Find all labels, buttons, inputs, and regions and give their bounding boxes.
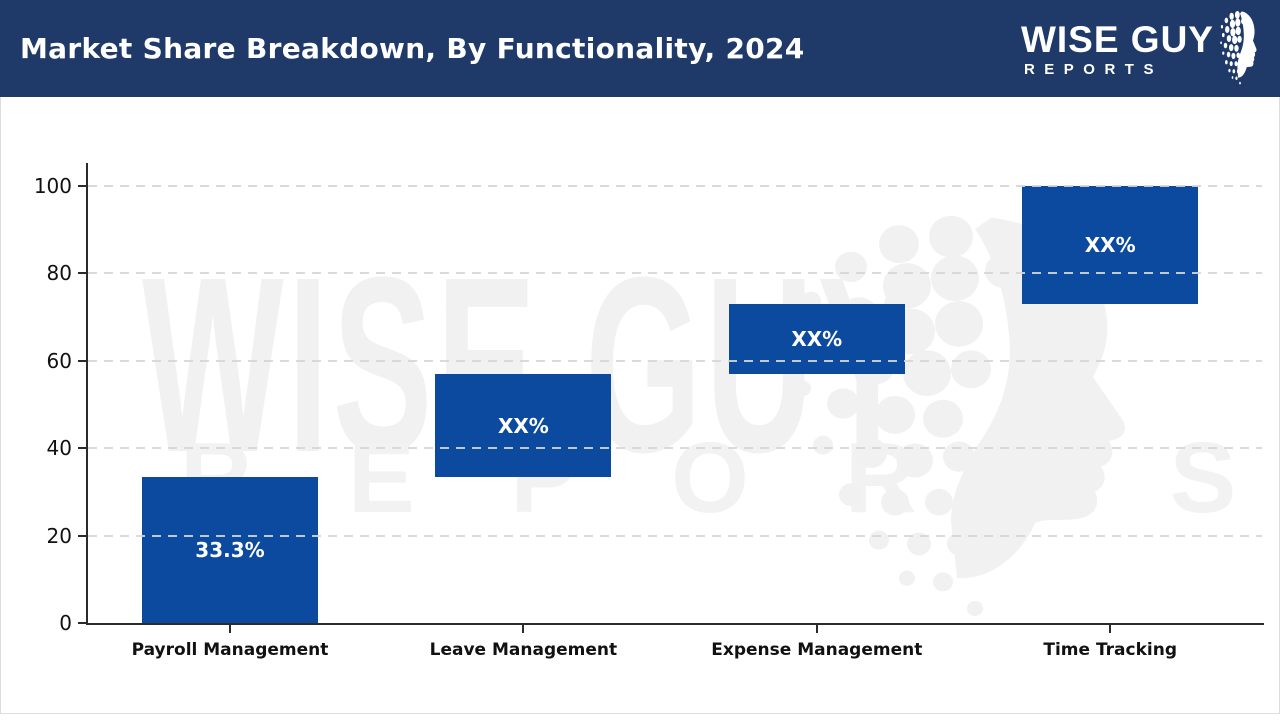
gridline-20 [88,534,1262,537]
header-bar: Market Share Breakdown, By Functionality… [0,0,1280,97]
x-axis-line [86,623,1264,625]
y-tick-label-60: 60 [46,348,72,373]
bar-value-label: XX% [1084,232,1136,257]
y-tick-60 [78,359,87,362]
x-label-expense-management: Expense Management [711,640,923,660]
y-tick-80 [78,272,87,275]
y-tick-label-40: 40 [46,436,72,461]
wiseguy-logo: WISE GUY REPORTS [1021,6,1262,92]
frame-border-bottom [0,713,1280,714]
x-label-payroll-management: Payroll Management [131,640,329,660]
logo-wordmark: WISE GUY REPORTS [1021,21,1214,77]
y-tick-label-80: 80 [46,261,72,286]
x-label-time-tracking: Time Tracking [1043,640,1178,660]
y-tick-40 [78,447,87,450]
wiseguy-head-icon [1218,10,1262,88]
gridline-60 [88,359,1262,362]
y-tick-label-100: 100 [33,174,72,198]
logo-wordmark-secondary: REPORTS [1023,61,1163,78]
chart-title: Market Share Breakdown, By Functionality… [20,32,805,65]
bar-payroll-management: 33.3% [142,477,318,623]
bar-leave-management: XX% [435,373,612,478]
gridline-100 [88,185,1262,187]
x-tick-leave-management [522,625,525,633]
x-tick-payroll-management [229,625,231,633]
x-tick-time-tracking [1109,625,1112,633]
y-tick-label-20: 20 [46,523,72,548]
logo-wordmark-primary: WISE GUY [1020,19,1214,60]
y-tick-label-0: 0 [59,611,72,635]
bar-time-tracking: XX% [1022,186,1199,304]
frame-border-left [0,97,1,714]
y-axis-line [86,163,88,625]
gridline-80 [88,272,1262,275]
gridline-40 [88,447,1262,450]
bar-value-label: 33.3% [195,538,265,563]
y-tick-20 [78,534,87,537]
y-tick-0 [78,622,87,624]
x-label-leave-management: Leave Management [429,640,618,660]
y-tick-100 [78,185,87,187]
bar-expense-management: XX% [728,303,905,374]
bar-value-label: XX% [791,326,843,351]
x-tick-expense-management [815,625,818,633]
bar-value-label: XX% [497,413,549,438]
